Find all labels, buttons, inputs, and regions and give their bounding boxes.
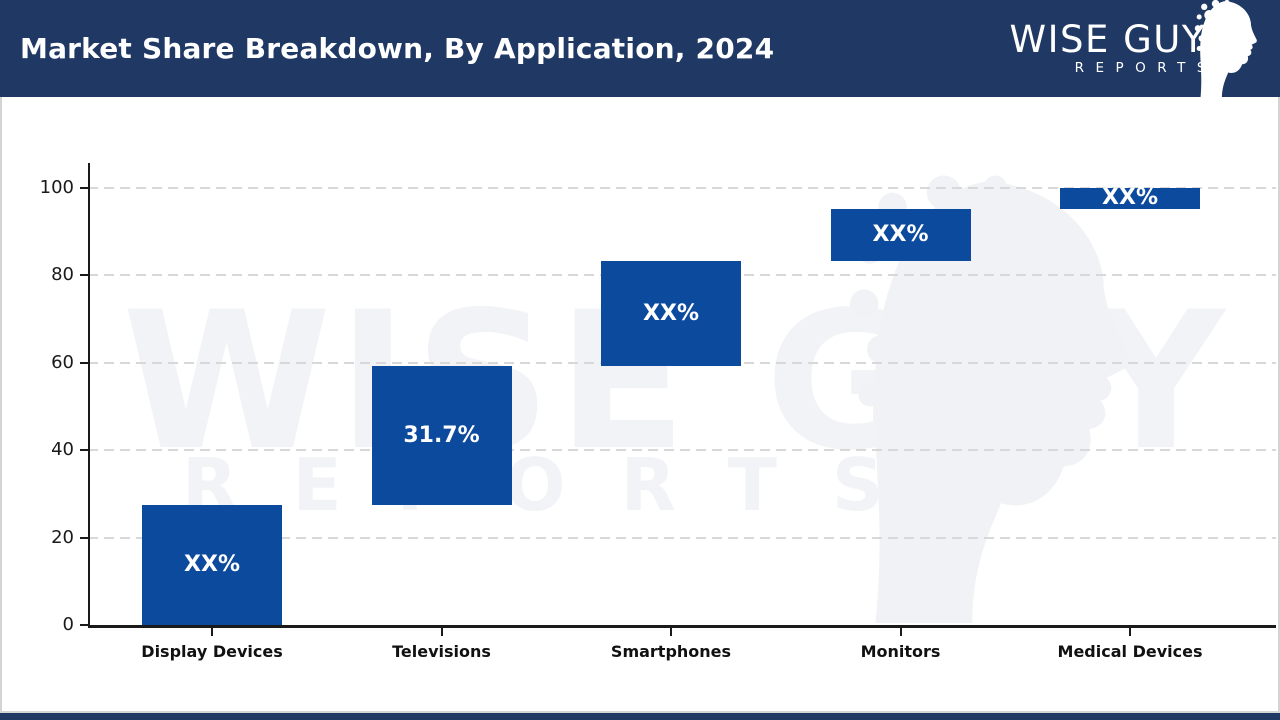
footer-bar — [0, 713, 1280, 720]
y-axis-line — [88, 163, 90, 628]
plot-area: 0 20 40 60 80 100 XX% Display Devices 31.7% Telev… — [2, 97, 1278, 711]
bar: XX% — [1060, 185, 1200, 211]
x-tick-mark — [211, 628, 213, 636]
y-tick-label: 20 — [51, 526, 74, 548]
y-tick-label: 100 — [39, 176, 74, 198]
bar-value-label: XX% — [184, 552, 240, 578]
bar-value-label: XX% — [1102, 185, 1158, 211]
y-tick-mark — [80, 536, 88, 539]
wiseguy-logo: WISE GUY REPORTS — [1010, 0, 1270, 99]
x-tick-mark — [440, 628, 443, 636]
chart-title: Market Share Breakdown, By Application, … — [20, 32, 775, 65]
x-tick-label: Monitors — [860, 642, 941, 661]
x-tick-mark — [670, 628, 672, 636]
bar: XX% — [601, 260, 741, 367]
gridline — [88, 536, 1276, 539]
gridline — [88, 186, 1276, 189]
y-tick-mark — [80, 624, 88, 626]
gridline — [88, 449, 1276, 451]
watermark-subtitle: REPORTS — [182, 443, 939, 527]
bar: XX% — [830, 209, 971, 261]
y-tick-mark — [80, 449, 88, 451]
bar: 31.7% — [371, 366, 512, 506]
x-tick-label: Televisions — [392, 642, 491, 661]
x-tick-mark — [1129, 628, 1131, 636]
y-tick-label: 60 — [51, 351, 74, 373]
x-tick-label: Display Devices — [141, 642, 283, 661]
y-tick-mark — [80, 361, 88, 364]
bar-value-label: XX% — [643, 300, 699, 326]
y-tick-label: 80 — [51, 264, 74, 285]
x-tick-mark — [899, 628, 902, 636]
bar-value-label: XX% — [872, 221, 929, 247]
logo-wordmark: WISE GUY — [1009, 18, 1206, 62]
header-bar: Market Share Breakdown, By Application, … — [0, 0, 1280, 99]
x-tick-label: Smartphones — [610, 642, 732, 661]
logo-head-icon — [1194, 0, 1257, 99]
y-tick-label: 40 — [51, 439, 74, 460]
logo-subtitle: REPORTS — [1074, 60, 1217, 77]
bar-value-label: 31.7% — [403, 422, 480, 448]
chart-figure: WISE GUY REPORTS 0 20 40 60 80 100 XX% Display … — [0, 97, 1280, 713]
x-axis-line — [88, 625, 1276, 628]
y-tick-mark — [80, 274, 88, 276]
bar: XX% — [142, 505, 282, 625]
logo-text: WISE GUY REPORTS — [1010, 21, 1206, 76]
y-tick-mark — [80, 186, 88, 189]
x-tick-label: Medical Devices — [1057, 642, 1203, 661]
y-tick-label: 0 — [62, 614, 74, 635]
